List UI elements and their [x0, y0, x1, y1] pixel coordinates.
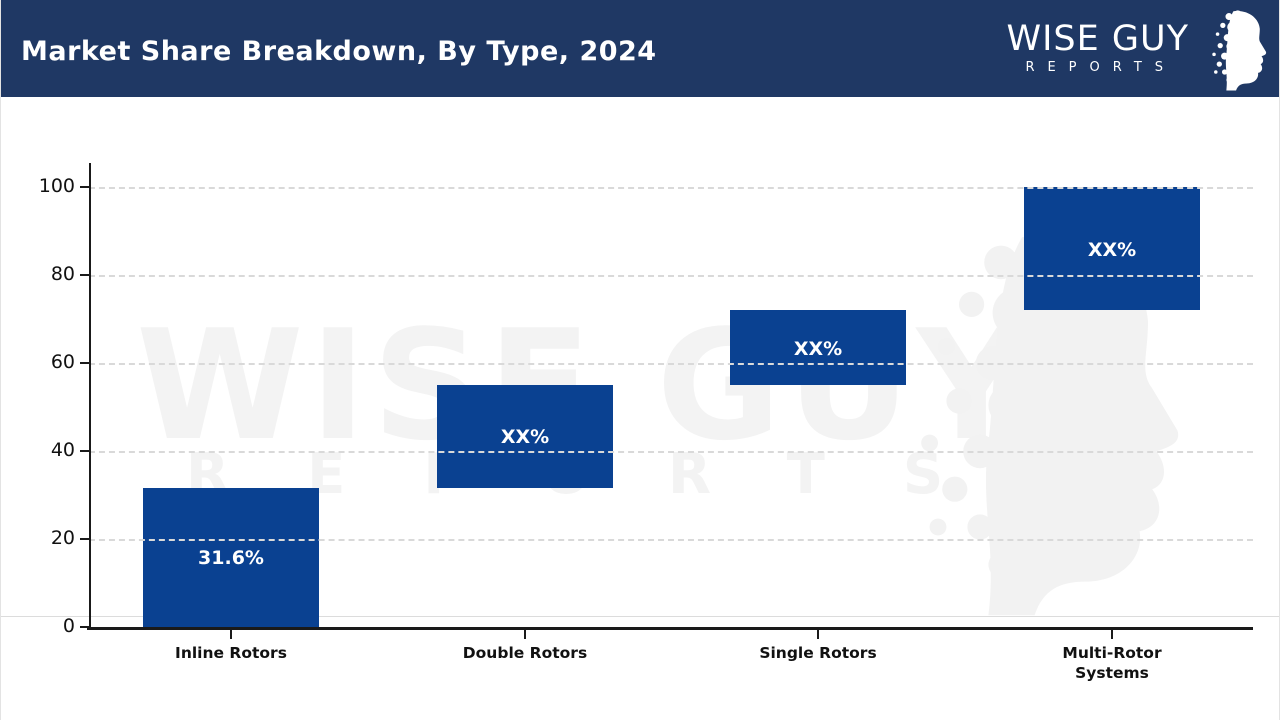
y-tick-mark: [80, 186, 89, 188]
x-axis-line: [87, 627, 1253, 630]
bar-segment: [1024, 187, 1200, 311]
y-tick-mark: [80, 626, 89, 628]
y-gridline: [89, 363, 1253, 365]
y-tick-label: 100: [38, 175, 75, 197]
y-tick-label: 20: [50, 527, 75, 549]
x-category-label: Double Rotors: [462, 644, 588, 662]
x-tick-mark: [817, 630, 819, 639]
bar-chart-canvas: WISE GUY REPORTS 02040608010031.6%Inline…: [1, 97, 1279, 714]
footer-divider: [1, 616, 1279, 617]
bar-segment: [437, 385, 613, 488]
logo-wordmark: WISE GUY: [1006, 19, 1189, 59]
y-gridline: [89, 451, 1253, 453]
bar-value-label: 31.6%: [198, 547, 264, 570]
x-tick-mark: [1111, 630, 1113, 639]
bar-value-label: XX%: [500, 426, 550, 449]
chart-title: Market Share Breakdown, By Type, 2024: [21, 36, 657, 67]
y-tick-label: 0: [62, 615, 75, 637]
y-tick-label: 40: [50, 439, 75, 461]
bar-segment: [730, 310, 906, 385]
logo-text: WISE GUY REPORTS: [1006, 20, 1189, 75]
x-tick-mark: [230, 630, 232, 639]
bar-value-label: XX%: [1087, 238, 1137, 261]
y-gridline: [89, 275, 1253, 277]
header-bar: Market Share Breakdown, By Type, 2024 WI…: [1, 0, 1279, 97]
x-category-label: Multi-Rotor Systems: [1062, 644, 1162, 682]
y-axis-line: [89, 163, 91, 629]
x-category-label: Single Rotors: [759, 644, 877, 662]
x-tick-mark: [524, 630, 526, 639]
x-category-label: Inline Rotors: [175, 644, 287, 662]
y-tick-mark: [80, 450, 89, 452]
wise-guy-logo: WISE GUY REPORTS: [1006, 4, 1267, 94]
bar-segment: [143, 487, 319, 627]
y-gridline: [89, 539, 1253, 541]
y-tick-mark: [80, 538, 89, 540]
y-tick-mark: [80, 274, 89, 276]
y-tick-label: 80: [50, 263, 75, 285]
y-gridline: [89, 187, 1253, 189]
bar-value-label: XX%: [793, 337, 843, 360]
y-tick-mark: [80, 362, 89, 364]
logo-subtitle: REPORTS: [1025, 60, 1177, 75]
dotted-face-profile-icon: [1212, 10, 1267, 91]
y-tick-label: 60: [50, 351, 75, 373]
